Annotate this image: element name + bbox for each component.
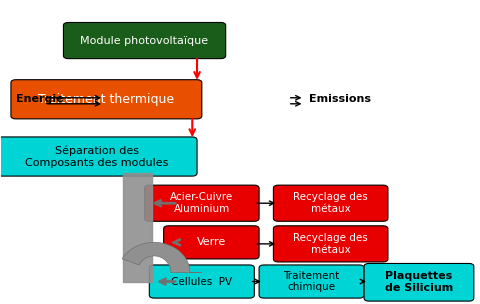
- Text: Séparation des
Composants des modules: Séparation des Composants des modules: [25, 146, 168, 168]
- FancyBboxPatch shape: [259, 265, 364, 298]
- FancyBboxPatch shape: [144, 185, 259, 221]
- FancyBboxPatch shape: [274, 226, 388, 262]
- Text: Recyclage des
métaux: Recyclage des métaux: [293, 192, 368, 214]
- Text: Verre: Verre: [197, 237, 226, 247]
- FancyBboxPatch shape: [0, 137, 197, 176]
- FancyBboxPatch shape: [364, 264, 474, 301]
- FancyBboxPatch shape: [63, 22, 226, 59]
- FancyBboxPatch shape: [274, 185, 388, 221]
- Polygon shape: [122, 242, 202, 272]
- Text: Traitement
chimique: Traitement chimique: [284, 271, 340, 292]
- Text: Module photovoltaïque: Module photovoltaïque: [81, 36, 209, 46]
- Text: Recyclage des
métaux: Recyclage des métaux: [293, 233, 368, 255]
- Text: Plaquettes
de Silicium: Plaquettes de Silicium: [385, 271, 453, 293]
- FancyBboxPatch shape: [164, 226, 259, 259]
- Text: Traitement thermique: Traitement thermique: [38, 93, 174, 106]
- FancyBboxPatch shape: [11, 80, 202, 119]
- Text: Cellules  PV: Cellules PV: [171, 277, 232, 287]
- Text: Energie: Energie: [16, 94, 63, 104]
- Text: Emissions: Emissions: [309, 94, 371, 104]
- FancyBboxPatch shape: [149, 265, 254, 298]
- Text: Acier-Cuivre
Aluminium: Acier-Cuivre Aluminium: [170, 192, 233, 214]
